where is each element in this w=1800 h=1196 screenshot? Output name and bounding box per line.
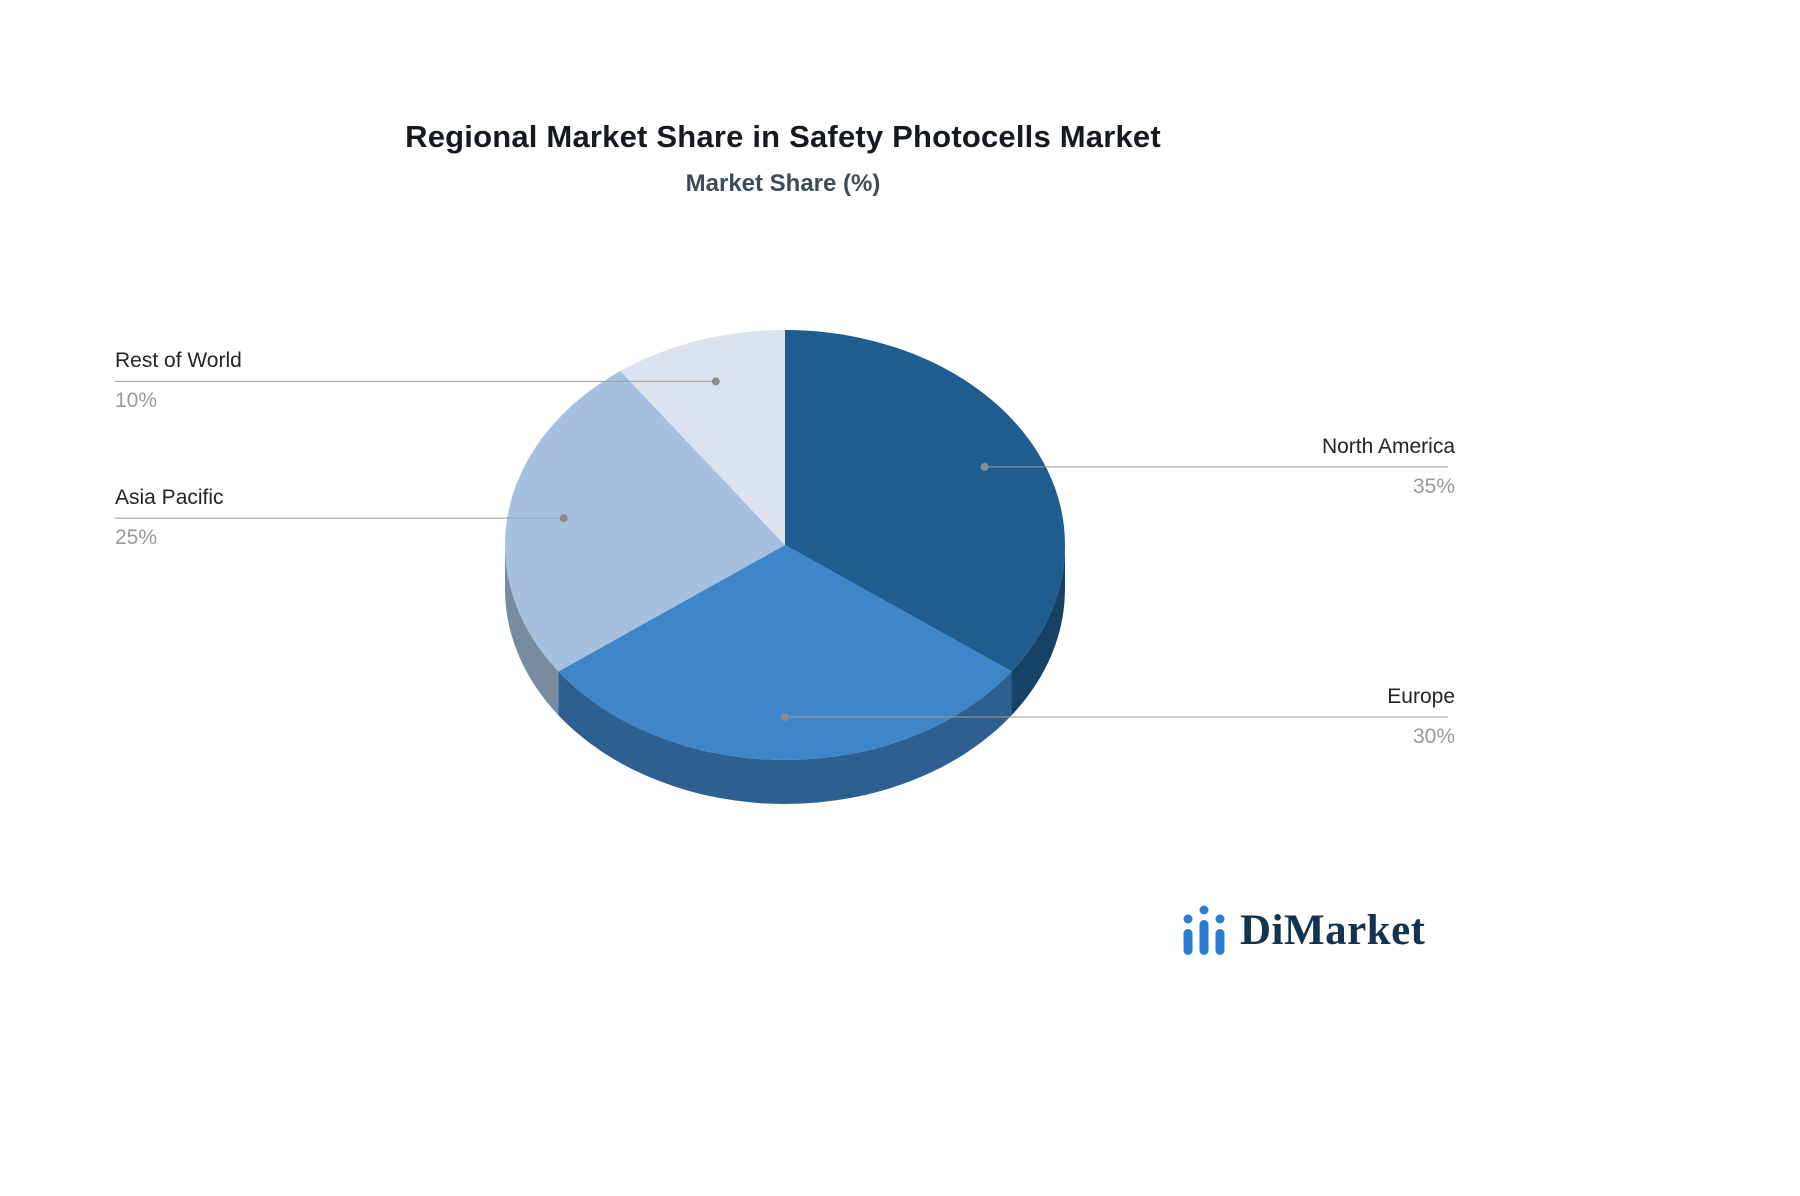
chart-subtitle: Market Share (%): [685, 170, 881, 197]
pie-slice-side-europe: [558, 671, 1012, 804]
pie-slice-rest-of-world[interactable]: [620, 330, 785, 545]
leader-dot-europe: [781, 713, 789, 721]
pie-slice-asia-pacific[interactable]: [505, 371, 785, 672]
leader-dot-rest-of-world: [711, 377, 720, 386]
slice-percent-europe: 30%: [1412, 725, 1455, 748]
leader-dot-north-america: [980, 462, 989, 471]
slice-percent-asia-pacific: 25%: [115, 526, 158, 550]
pie-slice-side-north-america: [1011, 545, 1065, 716]
brand-logo-text: DiMarket: [1240, 906, 1426, 954]
slice-percent-north-america: 35%: [1412, 474, 1455, 498]
slice-label-asia-pacific: Asia Pacific: [115, 486, 224, 510]
slice-label-europe: Europe: [1387, 685, 1455, 708]
pie-slice-side-asia-pacific: [505, 545, 559, 716]
pie-slice-europe[interactable]: [558, 545, 1012, 760]
slice-label-north-america: North America: [1321, 434, 1455, 458]
slice-percent-rest-of-world: 10%: [115, 389, 158, 413]
bar-chart-icon: [1183, 905, 1225, 955]
chart-title: Regional Market Share in Safety Photocel…: [405, 119, 1161, 154]
slice-label-rest-of-world: Rest of World: [115, 349, 242, 373]
pie-slice-north-america[interactable]: [785, 330, 1065, 672]
leader-dot-asia-pacific: [559, 514, 568, 523]
brand-logo: DiMarket: [1181, 903, 1426, 957]
